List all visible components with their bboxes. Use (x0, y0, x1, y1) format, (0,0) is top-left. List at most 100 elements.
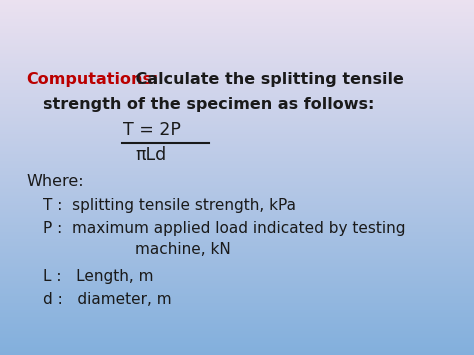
Bar (0, 219, 474, 220)
Bar (0, 17, 474, 18)
Bar (0, 79, 474, 80)
Bar (0, 226, 474, 227)
Bar (0, 335, 474, 337)
Bar (0, 183, 474, 184)
Bar (0, 157, 474, 158)
Bar (0, 346, 474, 347)
Bar (0, 259, 474, 260)
Bar (0, 328, 474, 329)
Bar (0, 204, 474, 205)
Bar (0, 231, 474, 233)
Bar (0, 198, 474, 199)
Bar (0, 172, 474, 173)
Bar (0, 215, 474, 217)
Bar (0, 86, 474, 87)
Bar (0, 206, 474, 207)
Bar (0, 348, 474, 349)
Bar (0, 347, 474, 348)
Bar (0, 37, 474, 38)
Bar (0, 243, 474, 244)
Bar (0, 311, 474, 312)
Bar (0, 97, 474, 98)
Bar (0, 101, 474, 102)
Bar (0, 111, 474, 112)
Bar (0, 273, 474, 274)
Bar (0, 151, 474, 152)
Bar (0, 315, 474, 316)
Bar (0, 99, 474, 100)
Bar (0, 352, 474, 353)
Bar (0, 164, 474, 165)
Bar (0, 224, 474, 225)
Bar (0, 334, 474, 335)
Bar (0, 177, 474, 178)
Bar (0, 103, 474, 104)
Bar (0, 211, 474, 212)
Bar (0, 49, 474, 50)
Bar (0, 173, 474, 174)
Bar (0, 229, 474, 230)
Bar (0, 180, 474, 181)
Bar (0, 238, 474, 239)
Bar (0, 128, 474, 129)
Bar (0, 23, 474, 24)
Text: πLd: πLd (135, 147, 166, 164)
Bar (0, 301, 474, 302)
Bar (0, 221, 474, 222)
Bar (0, 112, 474, 113)
Bar (0, 308, 474, 309)
Bar (0, 5, 474, 6)
Bar (0, 25, 474, 26)
Bar (0, 113, 474, 114)
Text: T = 2P: T = 2P (123, 121, 181, 138)
Bar (0, 108, 474, 109)
Bar (0, 162, 474, 163)
Bar (0, 33, 474, 34)
Bar (0, 76, 474, 77)
Bar (0, 338, 474, 339)
Bar (0, 145, 474, 146)
Bar (0, 242, 474, 243)
Bar (0, 63, 474, 64)
Bar (0, 287, 474, 288)
Bar (0, 88, 474, 89)
Bar (0, 278, 474, 279)
Bar (0, 212, 474, 213)
Bar (0, 139, 474, 140)
Text: T :  splitting tensile strength, kPa: T : splitting tensile strength, kPa (43, 198, 296, 213)
Bar (0, 251, 474, 252)
Bar (0, 163, 474, 164)
Bar (0, 351, 474, 352)
Bar (0, 146, 474, 147)
Bar (0, 256, 474, 257)
Bar (0, 240, 474, 241)
Bar (0, 268, 474, 269)
Bar (0, 61, 474, 62)
Bar (0, 26, 474, 27)
Bar (0, 59, 474, 60)
Bar (0, 93, 474, 94)
Bar (0, 24, 474, 25)
Bar (0, 80, 474, 81)
Bar (0, 107, 474, 108)
Bar (0, 91, 474, 92)
Bar (0, 29, 474, 30)
Bar (0, 54, 474, 55)
Bar (0, 215, 474, 216)
Bar (0, 193, 474, 194)
Bar (0, 330, 474, 331)
Bar (0, 174, 474, 175)
Bar (0, 314, 474, 315)
Bar (0, 148, 474, 149)
Bar (0, 210, 474, 211)
Bar (0, 236, 474, 237)
Bar (0, 302, 474, 304)
Bar (0, 199, 474, 200)
Bar (0, 137, 474, 138)
Bar (0, 307, 474, 308)
Bar (0, 170, 474, 171)
Bar (0, 2, 474, 4)
Bar (0, 114, 474, 115)
Bar (0, 228, 474, 229)
Bar (0, 171, 474, 172)
